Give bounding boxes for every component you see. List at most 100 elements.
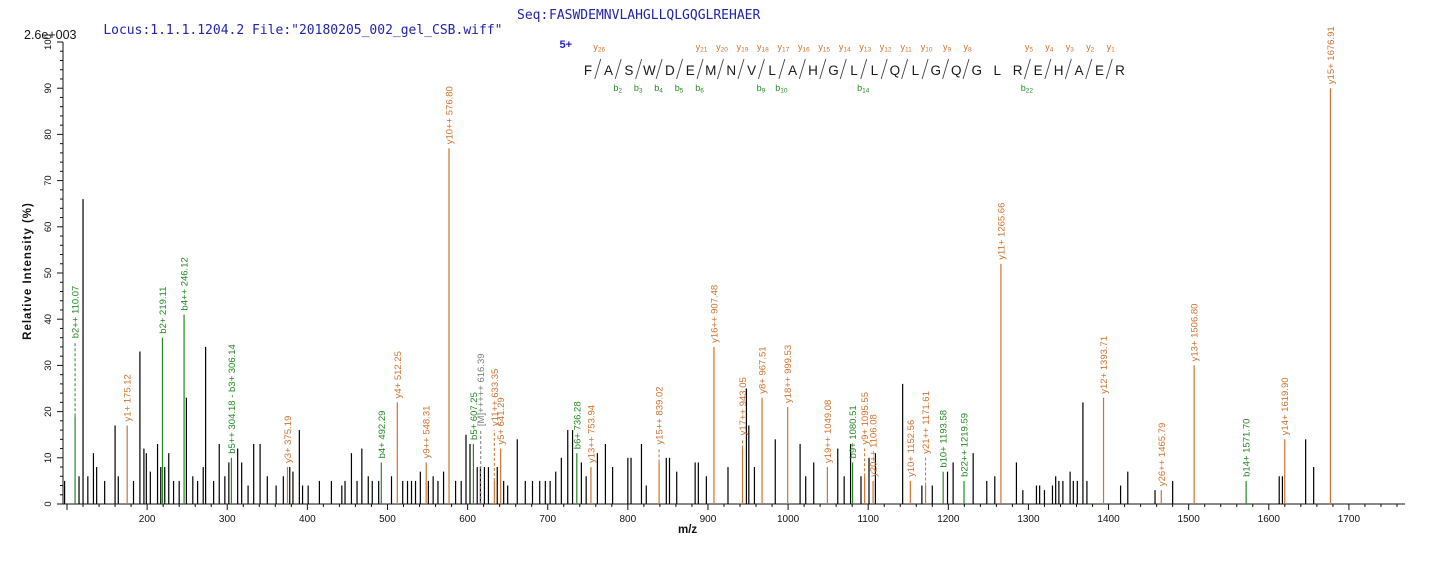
x-tick-label: 500 [379, 514, 396, 525]
fragment-ion-label: b14 [857, 83, 870, 95]
fragment-ion-label: y8 [963, 42, 972, 54]
sequence-residue: G [971, 63, 982, 78]
x-tick-label: 200 [139, 514, 156, 525]
fragment-ion-label: y2 [1086, 42, 1095, 54]
x-tick-label: 1500 [1178, 514, 1201, 525]
y-tick-label: 50 [43, 268, 54, 279]
peak-label: y3+ 375.19 [283, 416, 294, 463]
peak-label: b4++ 246.12 [180, 257, 191, 310]
fragment-ion-label: y3 [1066, 42, 1075, 54]
fragment-ion-label: b22 [1021, 83, 1034, 95]
sequence-residue: A [604, 63, 613, 78]
sequence-residue: F [584, 63, 592, 78]
sequence-residue: E [1034, 63, 1043, 78]
peak-label: y12+ 1393.71 [1099, 336, 1110, 394]
sequence-residue: A [1075, 63, 1084, 78]
sequence-residue: H [1054, 63, 1064, 78]
fragment-ion-label: y14 [839, 42, 851, 54]
sequence-residue: L [912, 63, 920, 78]
sequence-residue: H [808, 63, 818, 78]
peak-label: y20++ 1106.08 [869, 414, 880, 477]
peak-label: y17++ 943.05 [738, 377, 749, 435]
fragment-ion-label: y19 [737, 42, 749, 54]
y-tick-label: 40 [43, 314, 54, 325]
peak-label: b4+ 492.29 [377, 411, 388, 459]
sequence-residue: L [871, 63, 879, 78]
x-tick-label: 300 [219, 514, 236, 525]
sequence-residue: S [624, 63, 633, 78]
peak-label: y9++ 548.31 [422, 406, 433, 459]
x-tick-label: 800 [619, 514, 636, 525]
peak-label: y13+ 1506.80 [1190, 304, 1201, 362]
x-tick-label: 1700 [1338, 514, 1361, 525]
locus-file-text: Locus:1.1.1.1204.2 File:"20180205_002_ge… [103, 23, 503, 38]
x-tick-label: 600 [459, 514, 476, 525]
fragment-ion-label: y21 [696, 42, 708, 54]
peak-label: y21++ 1171.61 [921, 391, 932, 454]
seq-label: Seq: [517, 8, 549, 23]
max-intensity-label: 2.6e+003 [24, 28, 77, 42]
y-tick-label: 100 [43, 34, 54, 50]
precursor-charge-label: 5+ [559, 39, 572, 51]
x-tick-label: 1200 [937, 514, 960, 525]
y-tick-label: 10 [43, 453, 54, 464]
y-tick-label: 30 [43, 360, 54, 371]
y-tick-label: 90 [43, 83, 54, 94]
sequence-residue: R [1013, 63, 1023, 78]
y-tick-label: 70 [43, 175, 54, 186]
fragment-ion-label: b9 [757, 83, 766, 95]
sequence-residue: E [1095, 63, 1104, 78]
peak-label: b5+ 607.25 [469, 392, 480, 440]
fragment-ion-label: y15 [818, 42, 830, 54]
peak-label: y1+ 175.12 [123, 374, 134, 421]
peak-label: y15+ 1676.91 [1326, 26, 1337, 84]
peak-label: y10+ 1152.56 [906, 420, 917, 477]
fragment-ion-label: b2 [613, 83, 622, 95]
peak-label: y9+ 1095.55 [860, 392, 871, 445]
x-tick-label: 1400 [1097, 514, 1120, 525]
x-axis-title: m/z [678, 524, 698, 536]
sequence-residue: L [768, 63, 776, 78]
fragment-ion-label: b10 [775, 83, 788, 95]
y-tick-label: 80 [43, 129, 54, 140]
sequence-residue: D [665, 63, 675, 78]
fragment-ion-label: y4 [1045, 42, 1054, 54]
peak-label: b10+ 1193.58 [939, 410, 950, 468]
peak-label: y18++ 999.53 [783, 345, 794, 403]
peak-label: y11+ 1265.66 [996, 203, 1007, 260]
fragment-ion-label: y9 [943, 42, 952, 54]
fragment-ion-label: b5 [675, 83, 684, 95]
peak-label: [M]+++++ 616.39 [476, 353, 487, 426]
sequence-text: FASWDEMNVLAHGLLQLGQGLREHAER [549, 8, 761, 23]
x-tick-label: 1300 [1017, 514, 1040, 525]
fragment-ion-label: y18 [757, 42, 769, 54]
fragment-ion-label: y17 [778, 42, 790, 54]
x-tick-label: 1600 [1258, 514, 1281, 525]
peak-label: b2+ 219.11 [158, 287, 169, 334]
peak-label: y26++ 1465.79 [1157, 423, 1168, 486]
peak-label: b2++ 110.07 [71, 286, 82, 339]
peak-label: y19++ 1049.08 [823, 400, 834, 463]
fragment-ion-label: y11 [901, 42, 913, 54]
fragment-ion-label: b3 [634, 83, 643, 95]
sequence-residue: M [705, 63, 716, 78]
y-tick-label: 20 [43, 406, 54, 417]
sequence-residue: E [686, 63, 695, 78]
x-tick-label: 700 [539, 514, 556, 525]
sequence-residue: Q [951, 63, 962, 78]
sequence-residue: R [1115, 63, 1125, 78]
peak-label: b14+ 1571.70 [1242, 419, 1253, 477]
sequence-residue: L [850, 63, 858, 78]
sequence-residue: Q [890, 63, 901, 78]
peak-label: y4+ 512.25 [393, 351, 404, 398]
sequence-residue: G [931, 63, 942, 78]
sequence-residue: W [643, 63, 656, 78]
x-tick-label: 1100 [857, 514, 879, 525]
peak-label: y13++ 753.94 [586, 405, 597, 463]
x-tick-label: 1000 [777, 514, 800, 525]
fragment-ion-label: y26 [593, 42, 605, 54]
sequence-residue: V [747, 63, 756, 78]
peak-label: b5++ 304.18 - b3+ 306.14 [227, 344, 238, 454]
